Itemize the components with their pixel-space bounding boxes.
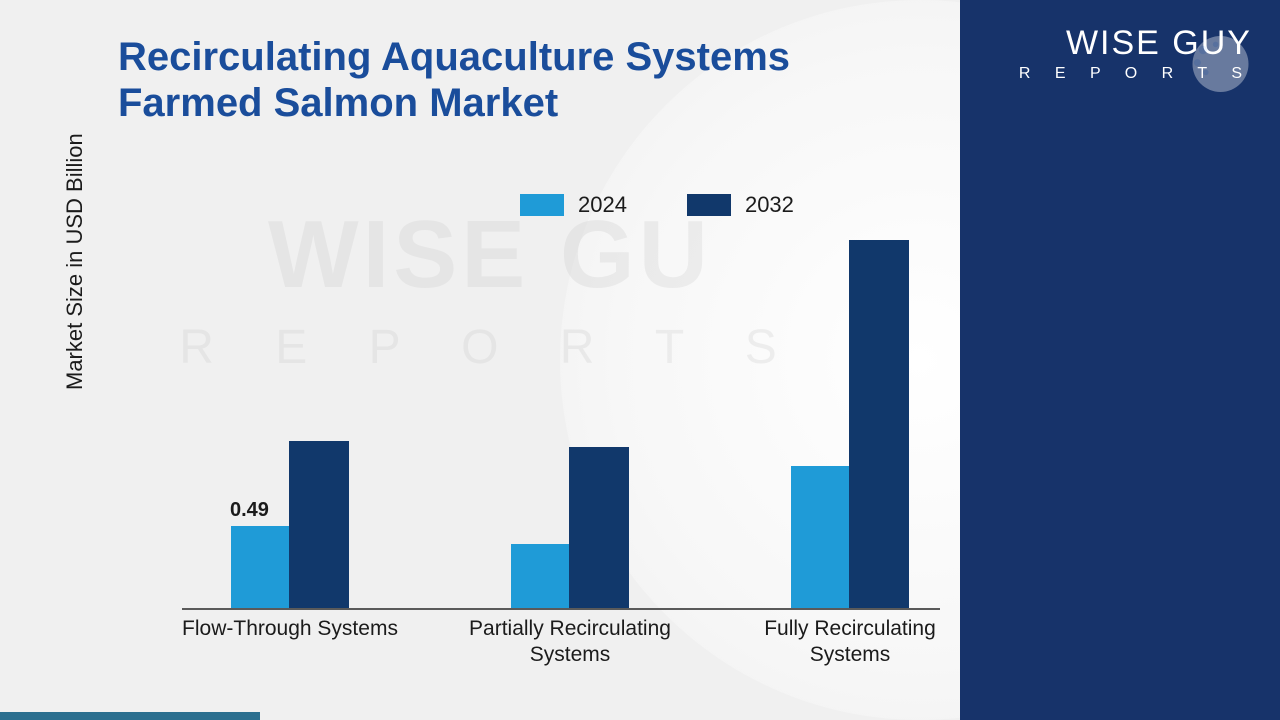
bar-2032: [289, 441, 349, 608]
legend-item-2024: 2024: [520, 192, 627, 218]
bar-chart: 0.49Flow-Through SystemsPartially Recirc…: [120, 240, 940, 610]
category-label: Partially Recirculating Systems: [460, 616, 680, 669]
legend-swatch-2024: [520, 194, 564, 216]
category-label: Fully Recirculating Systems: [740, 616, 960, 669]
bar-pair: [511, 447, 629, 608]
y-axis-label: Market Size in USD Billion: [62, 133, 88, 390]
legend: 2024 2032: [520, 192, 794, 218]
brand-logo: WISE GUY R E P O R T S: [992, 24, 1252, 104]
category-label: Flow-Through Systems: [180, 616, 400, 642]
right-panel: [960, 0, 1280, 720]
data-label: 0.49: [230, 499, 269, 522]
legend-swatch-2032: [687, 194, 731, 216]
logo-head-icon: [1182, 24, 1252, 104]
bottom-accent-strip: [0, 712, 260, 720]
bar-2024: [791, 466, 851, 608]
bar-pair: [791, 240, 909, 608]
x-axis-baseline: [182, 608, 940, 610]
bar-2032: [849, 240, 909, 608]
chart-title: Recirculating Aquaculture Systems Farmed…: [118, 34, 858, 126]
legend-item-2032: 2032: [687, 192, 794, 218]
legend-label-2032: 2032: [745, 192, 794, 218]
infographic-stage: WISE GUY R E P O R T S Recirculating Aqu…: [0, 0, 1280, 720]
bar-2032: [569, 447, 629, 608]
bar-pair: [231, 441, 349, 608]
bar-2024: [511, 544, 571, 608]
bar-2024: [231, 526, 291, 608]
legend-label-2024: 2024: [578, 192, 627, 218]
